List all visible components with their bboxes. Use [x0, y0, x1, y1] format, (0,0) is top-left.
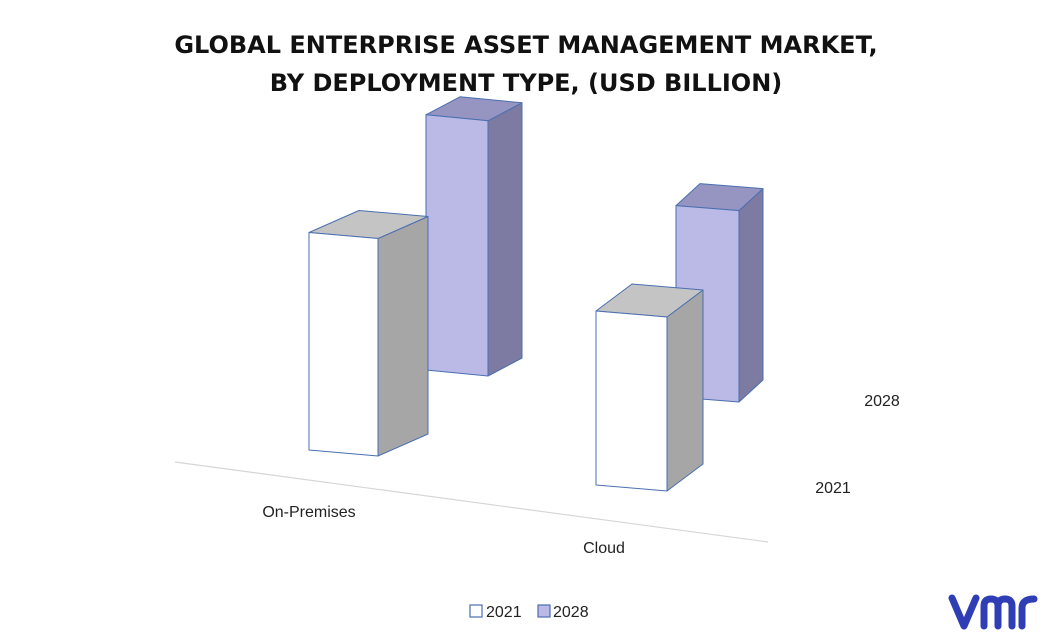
- floor-baseline: [174, 461, 769, 543]
- category-label-on-premises: On-Premises: [262, 504, 355, 521]
- legend-label-2028: 2028: [553, 604, 589, 621]
- bar-side-on-premises-2021: [377, 216, 429, 457]
- bar-face-on-premises-2028: [425, 114, 489, 377]
- bar-side-on-premises-2028: [487, 102, 523, 377]
- bar-on-premises-2028: [425, 96, 523, 377]
- legend-label-2021: 2021: [486, 604, 522, 621]
- chart-title-line-2: BY DEPLOYMENT TYPE, (USD BILLION): [269, 69, 783, 97]
- bar-face-cloud-2021: [595, 310, 668, 492]
- chart-title-line-1: GLOBAL ENTERPRISE ASSET MANAGEMENT MARKE…: [174, 31, 878, 59]
- depth-label-2028: 2028: [864, 393, 900, 410]
- bar-group: [308, 96, 764, 492]
- legend-swatch-2028: [537, 604, 551, 618]
- bar-on-premises-2021: [308, 210, 429, 457]
- bar-side-cloud-2028: [738, 188, 764, 403]
- legend-swatch-2021: [469, 604, 483, 618]
- bar-face-on-premises-2021: [308, 232, 379, 457]
- bar-cloud-2021: [595, 283, 704, 492]
- depth-label-2021: 2021: [815, 480, 851, 497]
- legend: 2021 2028: [469, 604, 589, 621]
- chart-title: GLOBAL ENTERPRISE ASSET MANAGEMENT MARKE…: [0, 26, 1052, 102]
- bar-side-cloud-2021: [666, 289, 704, 492]
- vmr-logo-icon: [948, 594, 1038, 630]
- category-label-cloud: Cloud: [583, 540, 625, 557]
